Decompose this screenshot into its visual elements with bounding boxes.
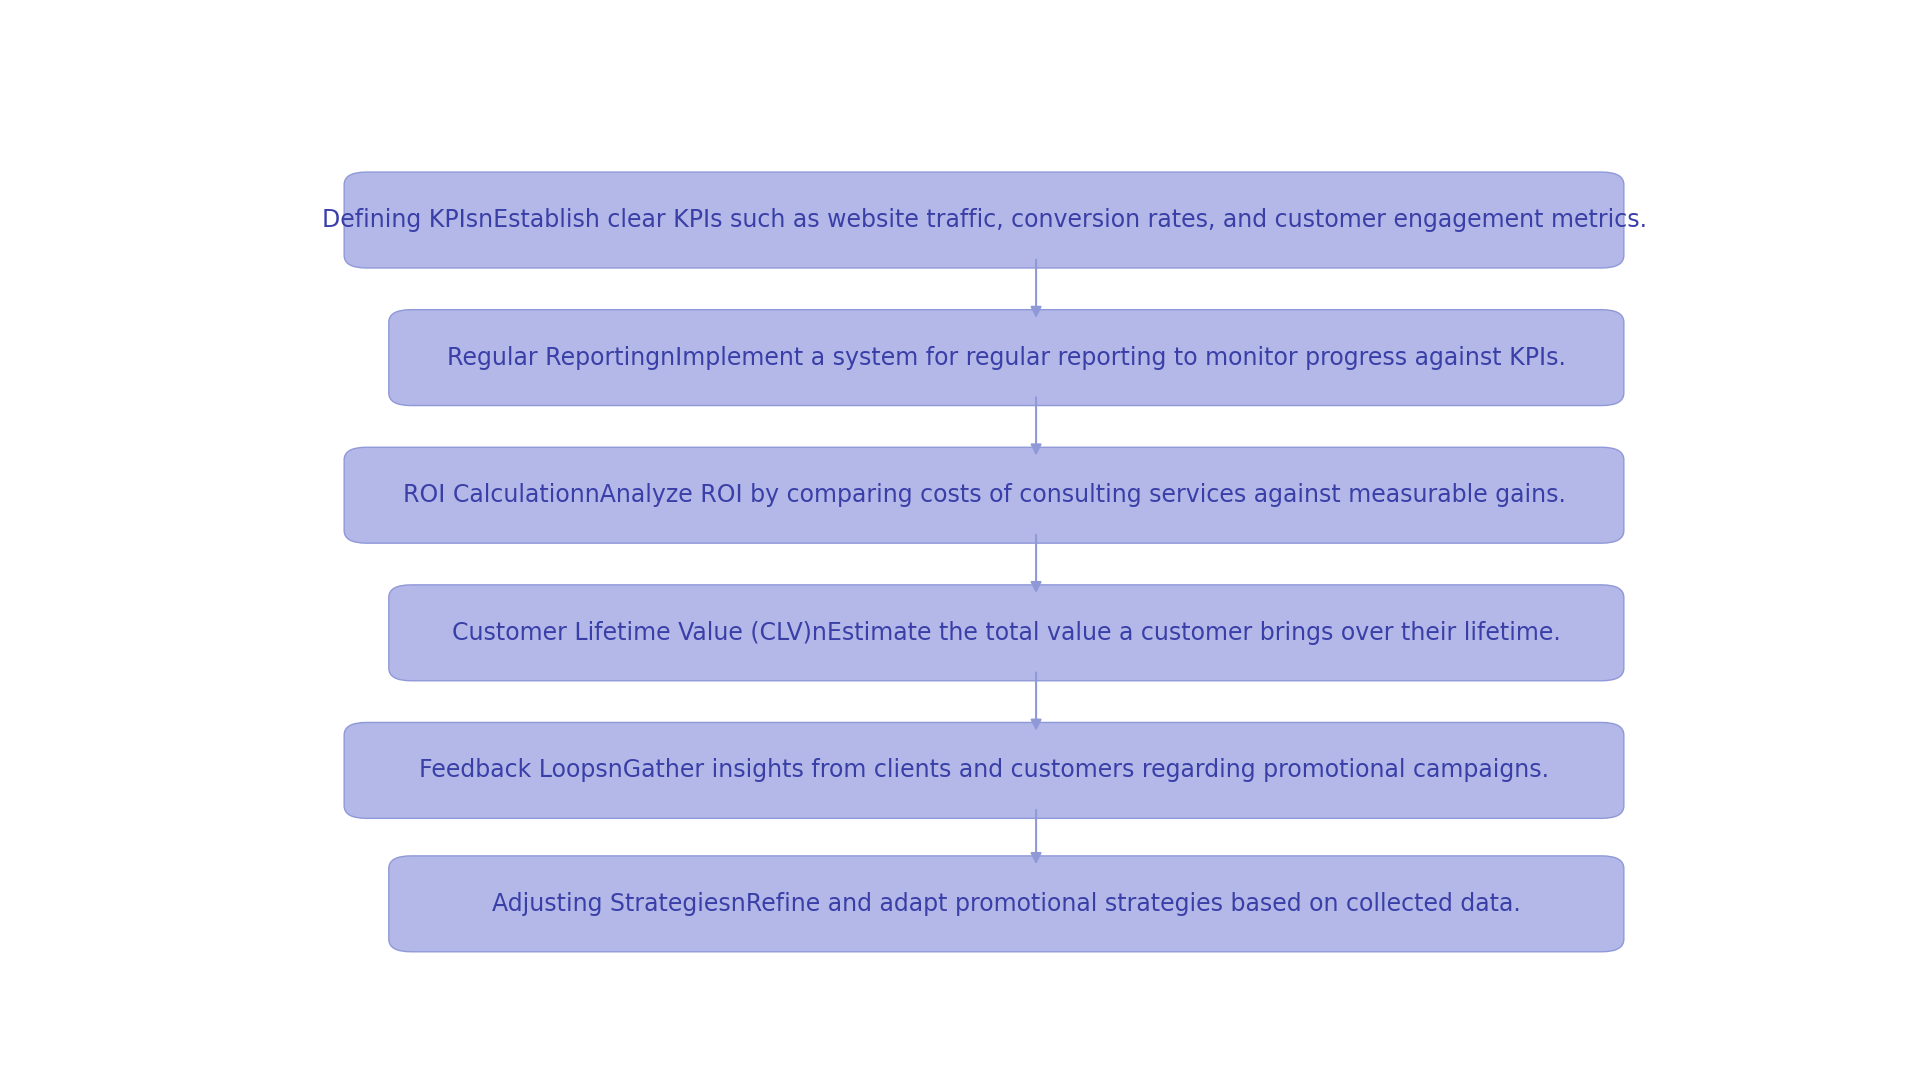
FancyBboxPatch shape: [344, 722, 1624, 819]
Text: Feedback LoopsnGather insights from clients and customers regarding promotional : Feedback LoopsnGather insights from clie…: [419, 758, 1549, 782]
FancyBboxPatch shape: [344, 447, 1624, 544]
Text: Adjusting StrategiesnRefine and adapt promotional strategies based on collected : Adjusting StrategiesnRefine and adapt pr…: [492, 891, 1521, 916]
FancyBboxPatch shape: [388, 310, 1624, 405]
FancyBboxPatch shape: [388, 856, 1624, 952]
Text: Regular ReportingnImplement a system for regular reporting to monitor progress a: Regular ReportingnImplement a system for…: [447, 345, 1565, 369]
FancyBboxPatch shape: [388, 585, 1624, 681]
Text: Customer Lifetime Value (CLV)nEstimate the total value a customer brings over th: Customer Lifetime Value (CLV)nEstimate t…: [451, 621, 1561, 644]
Text: ROI CalculationnAnalyze ROI by comparing costs of consulting services against me: ROI CalculationnAnalyze ROI by comparing…: [403, 483, 1565, 507]
Text: Defining KPIsnEstablish clear KPIs such as website traffic, conversion rates, an: Defining KPIsnEstablish clear KPIs such …: [321, 208, 1647, 232]
FancyBboxPatch shape: [344, 172, 1624, 268]
